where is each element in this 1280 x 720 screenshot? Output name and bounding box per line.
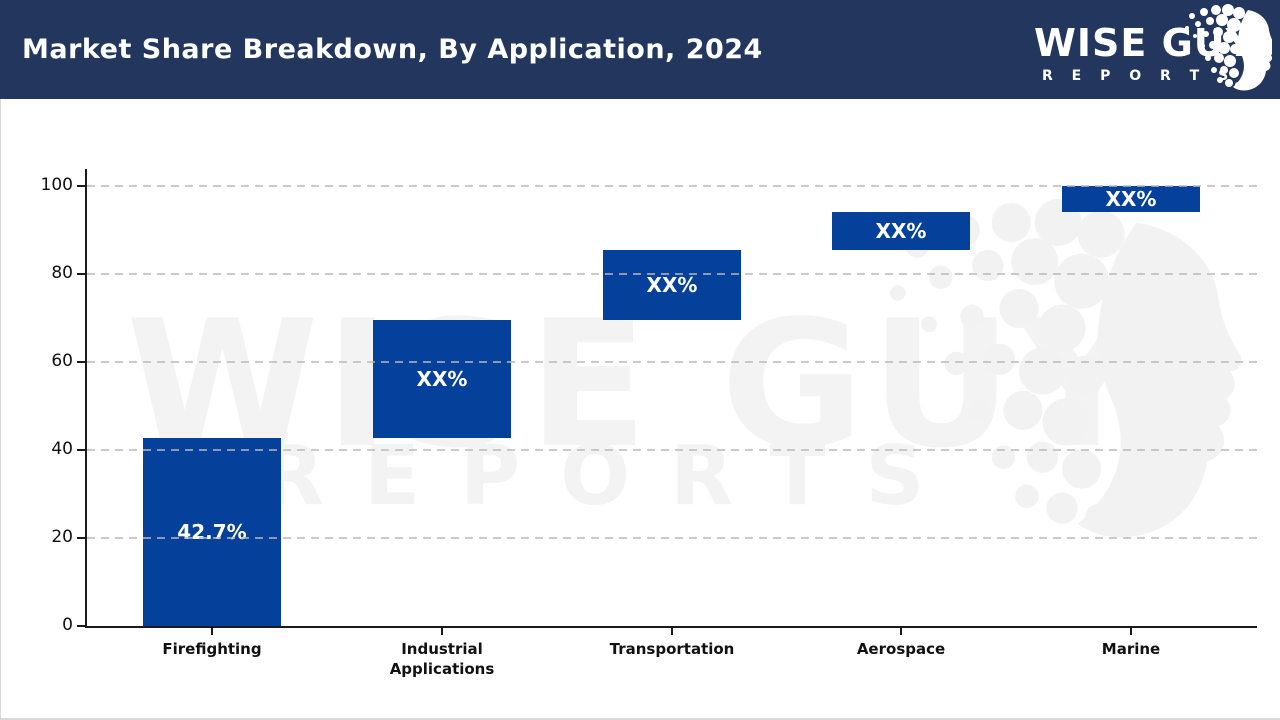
y-axis-label-60: 60 (51, 351, 73, 371)
wiseguy-logo: WISE GUY R E P O R T S (1032, 4, 1275, 94)
logo-face-profile-icon (1233, 10, 1275, 91)
x-axis-tick-0 (211, 628, 213, 635)
bar-transportation: XX% (603, 250, 741, 320)
x-axis-label-2: Transportation (609, 640, 735, 658)
x-axis-label-1: Industrial Applications (389, 640, 495, 679)
bar-value-label: XX% (646, 272, 698, 297)
bar-value-label: XX% (416, 366, 468, 391)
x-axis-tick-2 (671, 628, 673, 635)
y-axis-label-100: 100 (40, 175, 73, 195)
gridline-80 (87, 273, 1257, 275)
watermark-face-icon (889, 199, 1242, 538)
x-axis-tick-3 (900, 628, 902, 635)
y-axis-tick-20 (77, 537, 85, 539)
y-axis-label-20: 20 (51, 527, 73, 547)
y-axis-line (85, 169, 87, 628)
gridline-60 (87, 361, 1257, 363)
x-axis-tick-1 (441, 628, 443, 635)
watermark-text-2: REPORTS (261, 429, 965, 524)
x-axis-label-4: Marine (1101, 640, 1161, 658)
x-axis-line (85, 626, 1257, 628)
y-axis-label-40: 40 (51, 439, 73, 459)
logo-face-dots-icon (1185, 4, 1245, 88)
logo-text-reports: R E P O R T S (1042, 68, 1235, 84)
bar-aerospace: XX% (832, 211, 970, 251)
chart-area: WISE GUY REPORTS 0 20 40 60 80 100 42.7% Firefi… (0, 99, 1280, 720)
y-axis-tick-40 (77, 449, 85, 451)
y-axis-tick-60 (77, 361, 85, 363)
y-axis-tick-80 (77, 273, 85, 275)
bar-firefighting: 42.7% (143, 438, 281, 626)
bar-marine: XX% (1062, 186, 1200, 212)
y-axis-tick-0 (77, 625, 85, 627)
x-axis-tick-4 (1130, 628, 1132, 635)
bar-value-label: 42.7% (177, 520, 247, 545)
bar-industrial-applications: XX% (373, 319, 511, 439)
x-axis-label-0: Firefighting (162, 640, 262, 658)
bar-value-label: XX% (875, 219, 927, 244)
header-bar: Market Share Breakdown, By Application, … (0, 0, 1280, 99)
y-axis-tick-100 (77, 185, 85, 187)
wiseguy-logo-graphic: WISE GUY R E P O R T S (1034, 4, 1275, 91)
page-title: Market Share Breakdown, By Application, … (22, 34, 763, 65)
gridline-100 (87, 185, 1257, 187)
bar-value-label: XX% (1105, 186, 1157, 211)
gridline-20 (87, 537, 1257, 539)
y-axis-label-0: 0 (62, 615, 73, 635)
y-axis-label-80: 80 (51, 263, 73, 283)
x-axis-label-3: Aerospace (856, 640, 946, 658)
gridline-40 (87, 449, 1257, 451)
